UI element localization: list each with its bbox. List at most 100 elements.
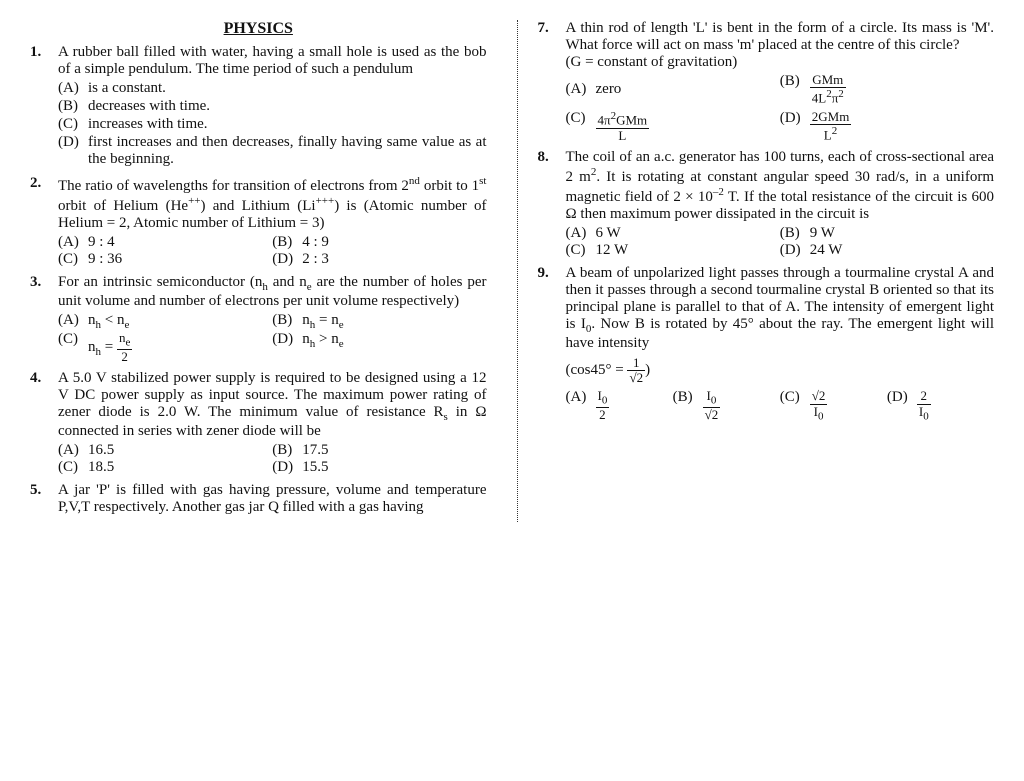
q8-number: 8. xyxy=(538,149,566,259)
q7-opt-b: GMm4L2π2 xyxy=(810,73,994,106)
q2-sup-nd: nd xyxy=(409,175,420,187)
q3-opt-b: nh = ne xyxy=(302,312,486,331)
q3-options: (A)nh < ne (B)nh = ne (C)nh = ne2 (D)nh … xyxy=(58,312,487,364)
q7-note: (G = constant of gravitation) xyxy=(566,54,995,71)
opt-label-b: (B) xyxy=(673,389,703,422)
q3-number: 3. xyxy=(30,274,58,364)
q4-opt-a: 16.5 xyxy=(88,442,272,459)
q7-body: A thin rod of length 'L' is bent in the … xyxy=(566,20,995,143)
q4-opt-b: 17.5 xyxy=(302,442,486,459)
q1-opt-b: decreases with time. xyxy=(88,98,487,115)
q9-opt-c: √2I0 xyxy=(810,389,887,422)
opt-label-a: (A) xyxy=(58,442,88,459)
opt-label-d: (D) xyxy=(887,389,917,422)
opt-label-c: (C) xyxy=(58,459,88,476)
q4-body: A 5.0 V stabilized power supply is requi… xyxy=(58,370,487,476)
q1-body: A rubber ball filled with water, having … xyxy=(58,44,487,169)
question-8: 8. The coil of an a.c. generator has 100… xyxy=(538,149,995,259)
q2-sup-pp: ++ xyxy=(188,195,200,207)
q3-opt-c: nh = ne2 xyxy=(88,331,272,364)
q9-opt-b: I0√2 xyxy=(703,389,780,422)
q9-body: A beam of unpolarized light passes throu… xyxy=(566,265,995,423)
q1-opt-c: increases with time. xyxy=(88,116,487,133)
q3-opt-d: nh > ne xyxy=(302,331,486,364)
q8-opt-b: 9 W xyxy=(810,225,994,242)
question-7: 7. A thin rod of length 'L' is bent in t… xyxy=(538,20,995,143)
opt-label-a: (A) xyxy=(58,80,88,97)
opt-label-d: (D) xyxy=(272,331,302,364)
q8-sup-m2: –2 xyxy=(713,186,724,198)
q7-number: 7. xyxy=(538,20,566,143)
q2-text-a: The ratio of wavelengths for transition … xyxy=(58,178,409,194)
opt-label-c: (C) xyxy=(58,116,88,133)
q4-opt-c: 18.5 xyxy=(88,459,272,476)
left-column: PHYSICS 1. A rubber ball filled with wat… xyxy=(30,20,487,522)
q5-text: A jar 'P' is filled with gas having pres… xyxy=(58,482,487,515)
q1-number: 1. xyxy=(30,44,58,169)
q2-number: 2. xyxy=(30,175,58,268)
opt-label-c: (C) xyxy=(780,389,810,422)
opt-label-b: (B) xyxy=(780,73,810,106)
q8-opt-c: 12 W xyxy=(596,242,780,259)
q1-options: (A)is a constant. (B)decreases with time… xyxy=(58,80,487,168)
opt-label-b: (B) xyxy=(58,98,88,115)
q2-body: The ratio of wavelengths for transition … xyxy=(58,175,487,268)
q4-opt-d: 15.5 xyxy=(302,459,486,476)
q8-body: The coil of an a.c. generator has 100 tu… xyxy=(566,149,995,259)
q9-options: (A)I02 (B)I0√2 (C)√2I0 (D)2I0 xyxy=(566,389,995,422)
q7-opt-c: 4π2GMmL xyxy=(596,110,780,143)
q2-opt-b: 4 : 9 xyxy=(302,234,486,251)
q7-text: A thin rod of length 'L' is bent in the … xyxy=(566,20,995,53)
q3-text-a: For an intrinsic semiconductor (n xyxy=(58,274,262,290)
opt-label-d: (D) xyxy=(272,459,302,476)
q9-opt-a: I02 xyxy=(596,389,673,422)
opt-label-b: (B) xyxy=(780,225,810,242)
q3-opt-a: nh < ne xyxy=(88,312,272,331)
opt-label-b: (B) xyxy=(272,234,302,251)
q7-opt-a: zero xyxy=(596,81,780,98)
opt-label-c: (C) xyxy=(566,242,596,259)
q3-body: For an intrinsic semiconductor (nh and n… xyxy=(58,274,487,364)
opt-label-a: (A) xyxy=(58,312,88,331)
q2-opt-a: 9 : 4 xyxy=(88,234,272,251)
q8-opt-d: 24 W xyxy=(810,242,994,259)
opt-label-c: (C) xyxy=(58,331,88,364)
q8-options: (A)6 W (B)9 W (C)12 W (D)24 W xyxy=(566,225,995,259)
page: PHYSICS 1. A rubber ball filled with wat… xyxy=(30,20,994,522)
opt-label-d: (D) xyxy=(58,134,88,168)
opt-label-a: (A) xyxy=(566,81,596,98)
q2-opt-d: 2 : 3 xyxy=(302,251,486,268)
opt-label-d: (D) xyxy=(780,110,810,143)
q1-opt-d: first increases and then decreases, fina… xyxy=(88,134,487,168)
q7-options: (A)zero (B)GMm4L2π2 (C)4π2GMmL (D)2GMmL2 xyxy=(566,73,995,143)
opt-label-d: (D) xyxy=(780,242,810,259)
right-column: 7. A thin rod of length 'L' is bent in t… xyxy=(517,20,995,522)
q1-text: A rubber ball filled with water, having … xyxy=(58,44,487,77)
q2-options: (A)9 : 4 (B)4 : 9 (C)9 : 36 (D)2 : 3 xyxy=(58,234,487,268)
q3-text-b: and n xyxy=(268,274,307,290)
opt-label-a: (A) xyxy=(566,389,596,422)
question-4: 4. A 5.0 V stabilized power supply is re… xyxy=(30,370,487,476)
question-9: 9. A beam of unpolarized light passes th… xyxy=(538,265,995,423)
q2-text-b: orbit to 1 xyxy=(420,178,479,194)
q9-number: 9. xyxy=(538,265,566,423)
q9-text-b: . Now B is rotated by 45° about the ray.… xyxy=(566,316,995,351)
q1-opt-a: is a constant. xyxy=(88,80,487,97)
question-2: 2. The ratio of wavelengths for transiti… xyxy=(30,175,487,268)
opt-label-c: (C) xyxy=(58,251,88,268)
question-1: 1. A rubber ball filled with water, havi… xyxy=(30,44,487,169)
q9-opt-d: 2I0 xyxy=(917,389,994,422)
q5-number: 5. xyxy=(30,482,58,516)
q2-text-c: orbit of Helium (He xyxy=(58,198,188,214)
q4-options: (A)16.5 (B)17.5 (C)18.5 (D)15.5 xyxy=(58,442,487,476)
opt-label-c: (C) xyxy=(566,110,596,143)
q8-opt-a: 6 W xyxy=(596,225,780,242)
opt-label-b: (B) xyxy=(272,442,302,459)
q2-opt-c: 9 : 36 xyxy=(88,251,272,268)
q5-body: A jar 'P' is filled with gas having pres… xyxy=(58,482,487,516)
q9-cos-note: (cos45° = 1√2) xyxy=(566,356,995,386)
q4-text-a: A 5.0 V stabilized power supply is requi… xyxy=(58,370,487,420)
opt-label-a: (A) xyxy=(566,225,596,242)
opt-label-a: (A) xyxy=(58,234,88,251)
q2-sup-st: st xyxy=(479,175,486,187)
